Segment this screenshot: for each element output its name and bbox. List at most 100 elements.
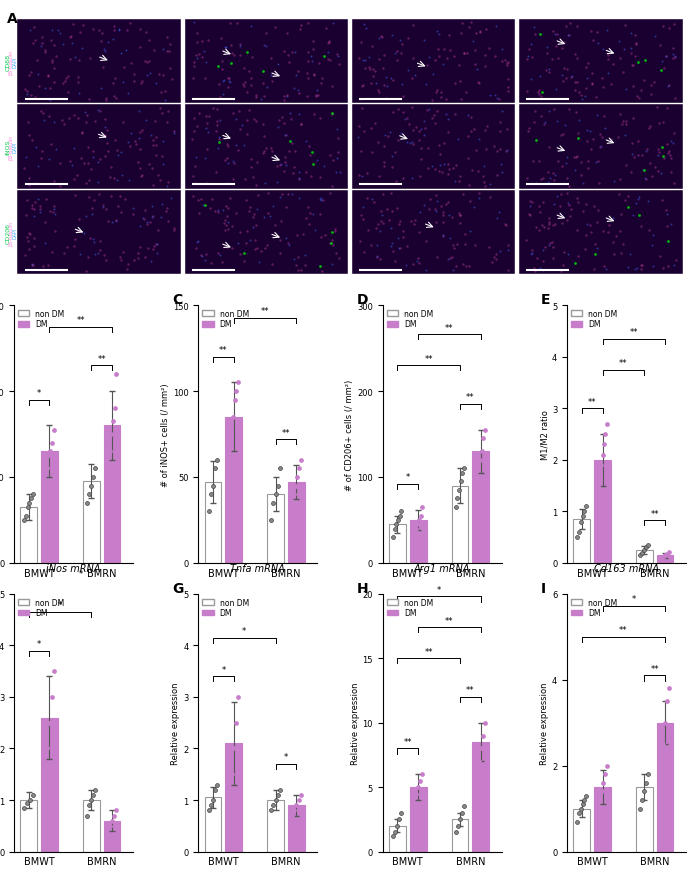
Point bbox=[213, 205, 224, 219]
Point bbox=[474, 192, 485, 206]
Point bbox=[635, 259, 646, 273]
Text: G: G bbox=[172, 581, 183, 595]
Point bbox=[468, 36, 479, 50]
Point bbox=[356, 36, 367, 50]
Point bbox=[587, 78, 598, 92]
Point bbox=[217, 88, 228, 102]
Point bbox=[146, 210, 158, 224]
Point bbox=[418, 116, 429, 129]
Point bbox=[500, 219, 511, 233]
Point bbox=[460, 260, 471, 274]
Point bbox=[48, 63, 60, 76]
Point bbox=[615, 247, 626, 261]
Point bbox=[524, 208, 535, 222]
Point bbox=[408, 52, 419, 66]
Point bbox=[479, 176, 490, 189]
Point bbox=[438, 216, 449, 230]
Point bbox=[499, 218, 510, 232]
Point bbox=[662, 547, 673, 561]
Point bbox=[214, 133, 225, 147]
Point bbox=[284, 144, 295, 158]
Point bbox=[197, 51, 208, 65]
Point bbox=[409, 218, 420, 232]
Y-axis label: Relative expression: Relative expression bbox=[351, 681, 360, 764]
Point bbox=[470, 238, 481, 252]
Point bbox=[620, 159, 631, 173]
Point bbox=[211, 116, 223, 129]
Point bbox=[136, 169, 148, 183]
Point bbox=[643, 122, 655, 136]
Point bbox=[46, 56, 57, 70]
Point bbox=[302, 201, 314, 215]
Point bbox=[662, 220, 673, 234]
Point bbox=[46, 23, 57, 37]
Point bbox=[597, 43, 608, 57]
Point bbox=[267, 76, 278, 90]
Point bbox=[287, 809, 298, 823]
Point bbox=[386, 150, 398, 164]
Point bbox=[585, 25, 596, 39]
Point bbox=[450, 76, 461, 90]
Point bbox=[193, 207, 204, 221]
Point bbox=[664, 545, 675, 559]
Point bbox=[190, 242, 202, 256]
Text: **: ** bbox=[650, 664, 659, 673]
Point bbox=[365, 123, 377, 136]
Point bbox=[55, 28, 66, 42]
Point bbox=[70, 51, 81, 65]
Point bbox=[654, 250, 666, 264]
Point bbox=[37, 30, 48, 44]
Point bbox=[220, 218, 231, 232]
Point bbox=[239, 76, 251, 90]
Text: BMRN-DM: BMRN-DM bbox=[582, 9, 620, 18]
Point bbox=[364, 50, 375, 64]
Point bbox=[112, 149, 123, 163]
Point bbox=[52, 23, 64, 37]
Point bbox=[422, 142, 433, 156]
Point bbox=[589, 237, 601, 251]
Point bbox=[602, 49, 613, 63]
Point bbox=[279, 164, 290, 178]
Point bbox=[64, 53, 76, 67]
Point bbox=[416, 767, 428, 781]
Point bbox=[670, 254, 681, 268]
Bar bbox=[636, 787, 652, 852]
Point bbox=[455, 474, 466, 488]
Point bbox=[610, 229, 621, 243]
Point bbox=[480, 124, 491, 138]
Point bbox=[216, 32, 227, 46]
Point bbox=[463, 109, 474, 123]
Point bbox=[44, 716, 55, 730]
Point bbox=[667, 42, 678, 56]
Point bbox=[169, 224, 180, 238]
Point bbox=[354, 169, 365, 182]
Point bbox=[164, 44, 175, 58]
Y-axis label: # of CD206+ cells (/ mm²): # of CD206+ cells (/ mm²) bbox=[345, 379, 354, 490]
Point bbox=[395, 48, 407, 62]
Point bbox=[543, 216, 554, 229]
Point bbox=[330, 247, 342, 261]
Point bbox=[99, 129, 111, 143]
Point bbox=[239, 80, 250, 94]
Point bbox=[449, 50, 460, 64]
Point bbox=[668, 51, 679, 65]
Point bbox=[457, 466, 468, 480]
Point bbox=[32, 68, 43, 82]
Point bbox=[552, 29, 563, 43]
Point bbox=[620, 18, 631, 32]
Point bbox=[561, 63, 573, 76]
Point bbox=[528, 156, 539, 169]
Point bbox=[279, 45, 290, 59]
Point bbox=[658, 150, 669, 164]
Point bbox=[90, 783, 101, 797]
Point bbox=[450, 501, 461, 514]
Point bbox=[386, 240, 397, 254]
Point bbox=[353, 130, 364, 144]
Point bbox=[471, 27, 482, 41]
Point bbox=[84, 232, 95, 246]
Point bbox=[290, 799, 302, 813]
Point bbox=[528, 116, 540, 129]
Point bbox=[29, 239, 40, 253]
Point bbox=[134, 125, 146, 139]
Point bbox=[357, 169, 368, 183]
